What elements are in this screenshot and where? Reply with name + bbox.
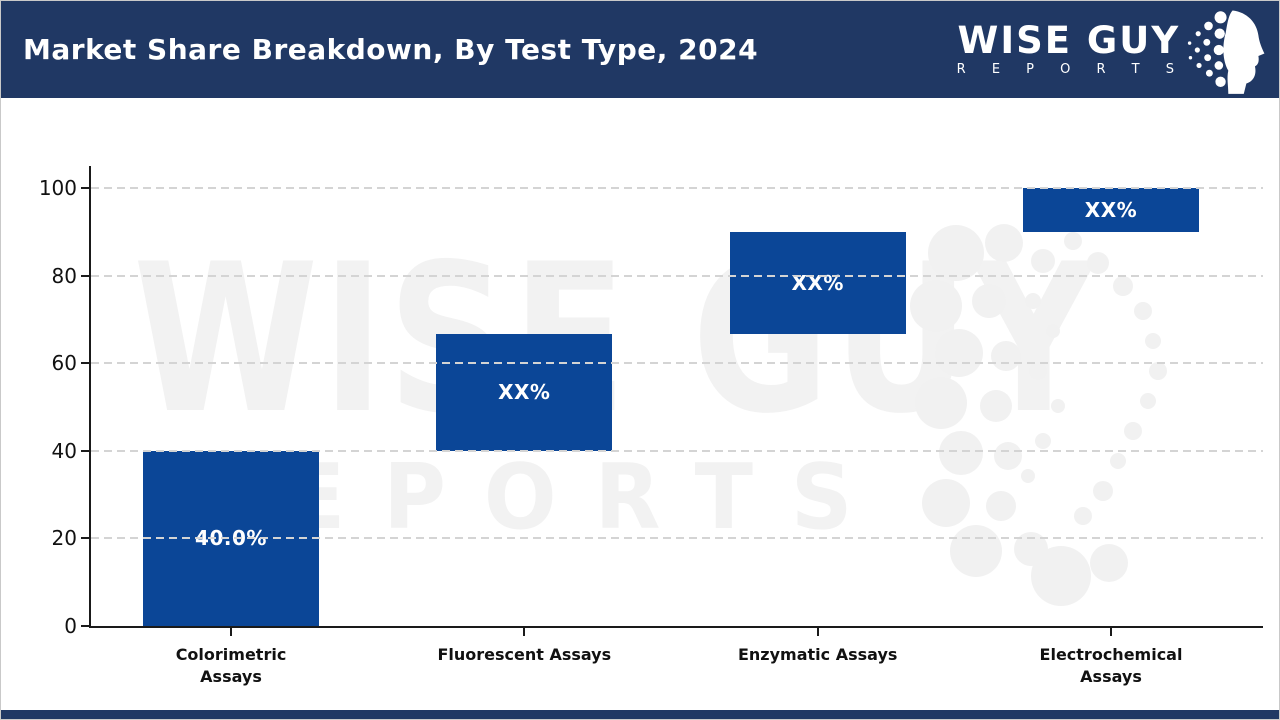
x-axis-line (89, 626, 1263, 628)
y-axis-tick-mark (81, 625, 89, 627)
y-gridline (91, 537, 1263, 540)
y-axis-tick-mark (81, 187, 89, 189)
y-gridline (91, 187, 1263, 189)
chart-title: Market Share Breakdown, By Test Type, 20… (23, 33, 759, 66)
brand-head-icon (1187, 9, 1265, 94)
y-axis-tick-label: 20 (51, 526, 77, 551)
header-bar: Market Share Breakdown, By Test Type, 20… (1, 1, 1279, 98)
y-axis-tick-mark (81, 362, 89, 365)
y-axis-tick-mark (81, 449, 89, 452)
x-axis-category-label: Fluorescent Assays (437, 645, 612, 664)
brand-text: WISE GUY R E P O R T S (953, 22, 1185, 77)
y-gridline (91, 362, 1263, 365)
x-axis-tick-mark (230, 628, 232, 636)
y-axis-tick-label: 40 (51, 438, 77, 463)
x-axis-tick-mark (816, 628, 819, 636)
y-gridline (91, 449, 1263, 452)
brand-sub-label: R E P O R T S (956, 62, 1185, 77)
bar-segment: XX% (1023, 188, 1199, 232)
bar-value-label: XX% (498, 380, 551, 405)
x-axis-tick-mark (523, 628, 526, 636)
y-axis-tick-label: 0 (64, 614, 77, 638)
bar-segment: XX% (436, 333, 613, 451)
x-axis-tick-mark (1110, 628, 1112, 636)
x-axis-category-label: Colorimetric Assays (175, 645, 287, 686)
x-axis-category-label: Enzymatic Assays (737, 645, 898, 664)
y-axis-line (89, 166, 91, 628)
watermark-dot-head (910, 224, 1167, 606)
y-axis-tick-label: 60 (51, 351, 77, 376)
brand-name-label: WISE GUY (957, 19, 1181, 62)
y-axis-tick-mark (81, 274, 89, 277)
bar-segment: XX% (729, 231, 906, 334)
footer-bar (1, 710, 1279, 719)
y-axis-tick-label: 80 (51, 263, 77, 288)
x-axis-category-label: Electrochemical Assays (1039, 645, 1183, 686)
brand-logo: WISE GUY R E P O R T S (953, 1, 1267, 98)
y-axis-tick-label: 100 (38, 176, 77, 200)
y-axis-tick-mark (81, 537, 89, 540)
bar-value-label: XX% (1084, 197, 1138, 222)
y-gridline (91, 274, 1263, 277)
